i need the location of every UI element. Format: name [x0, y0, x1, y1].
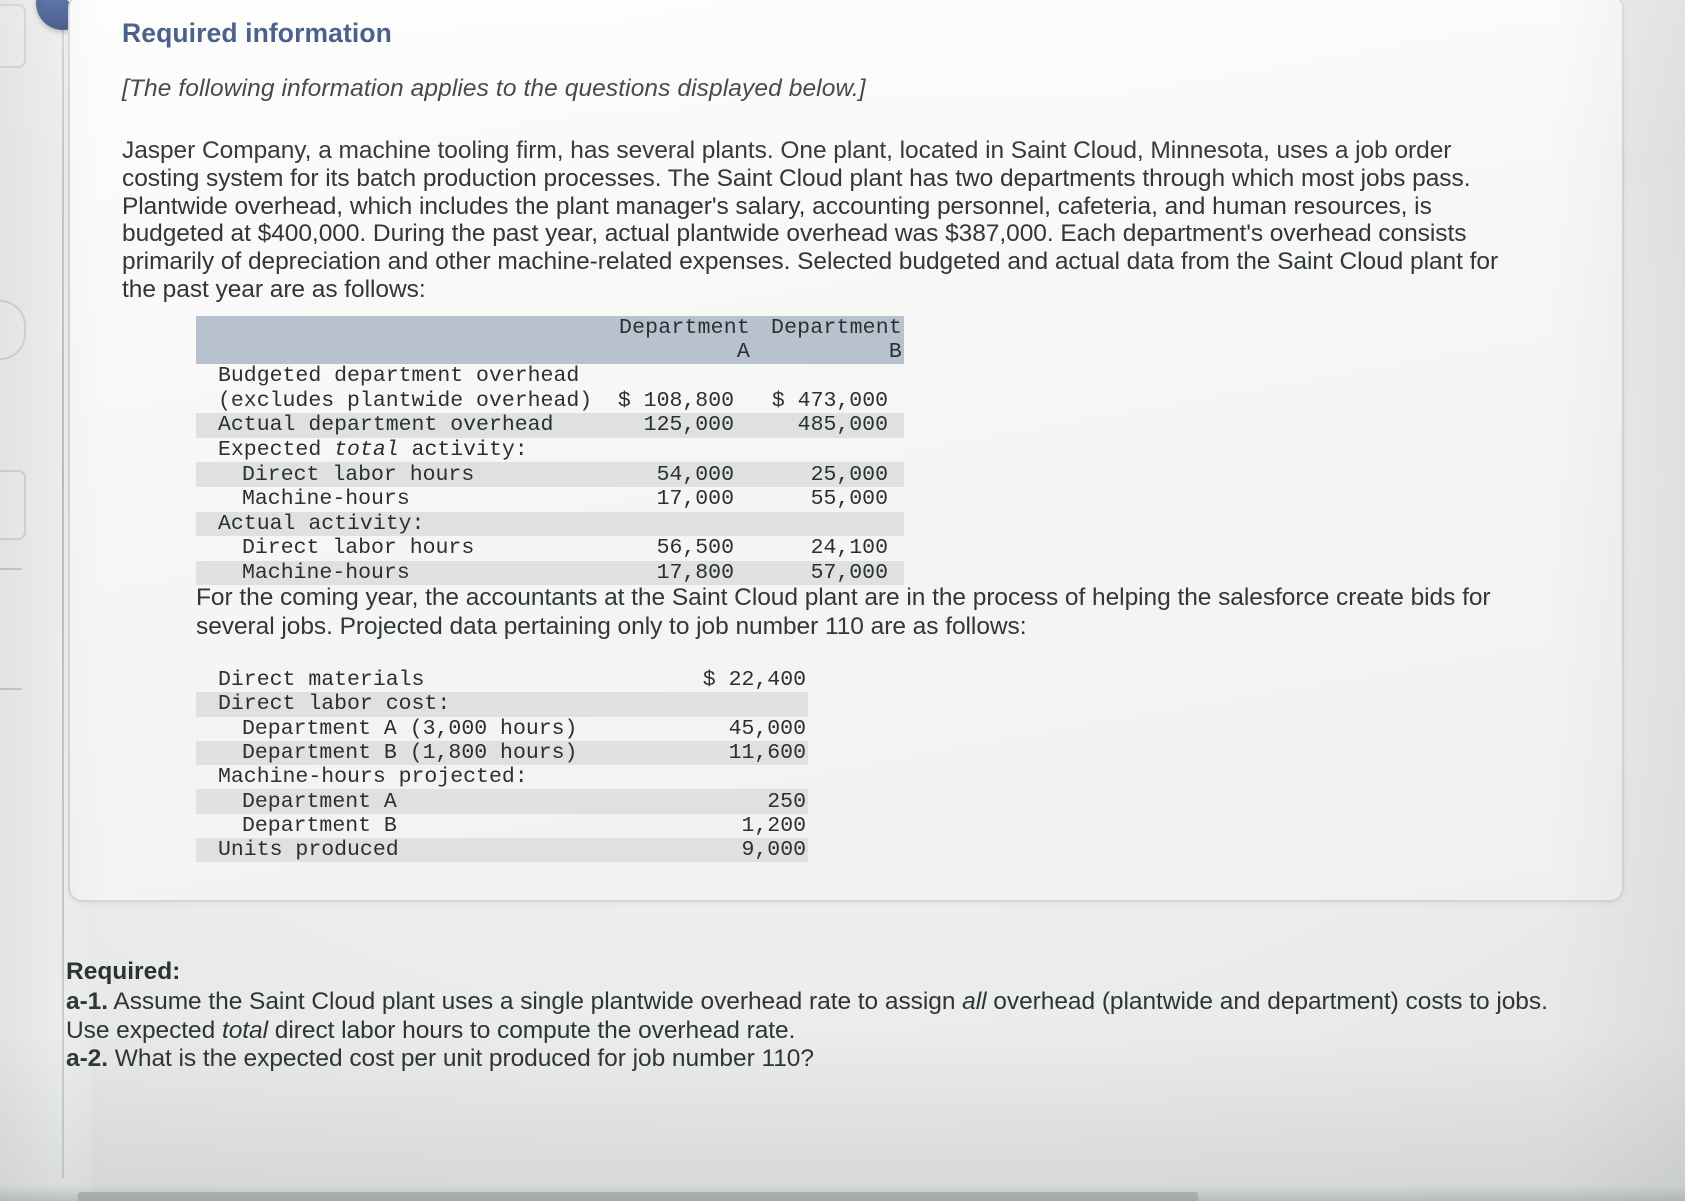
table-body: Direct materials $ 22,400 Direct labor cos… — [196, 668, 808, 863]
cell-value — [652, 692, 808, 717]
column-header-department-b: Department B — [752, 316, 904, 364]
chrome-tick-2 — [0, 688, 22, 690]
cell-value: 250 — [652, 789, 808, 814]
row-label: Machine-hours projected: — [218, 765, 528, 790]
cell-department-b: 485,000 — [752, 413, 904, 438]
cell-department-a: 17,800 — [594, 560, 752, 586]
cell-department-b — [752, 364, 904, 389]
table-row: Department B (1,800 hours) 11,600 — [196, 740, 808, 766]
second-paragraph: For the coming year, the accountants at … — [196, 584, 1491, 640]
row-label: Actual department overhead — [196, 413, 594, 438]
table-row: Machine-hours 17,800 57,000 — [196, 560, 904, 586]
row-label: Budgeted department overhead — [218, 364, 580, 389]
question-a2-tag: a-2. — [66, 1045, 109, 1073]
cell-value: 1,200 — [741, 813, 806, 838]
row-label: Department A (3,000 hours) — [242, 716, 578, 741]
question-a1-emphasis-all: all — [962, 988, 987, 1015]
table-row: Department A 250 — [196, 789, 808, 814]
question-a1: a-1. Assume the Saint Cloud plant uses a… — [66, 988, 1586, 1045]
cell-department-a — [594, 511, 752, 537]
table-row: Actual activity: — [196, 511, 904, 537]
row-label: Direct materials — [218, 668, 425, 693]
table-body: Budgeted department overhead (excludes pl… — [196, 364, 904, 586]
cell-value: $ 22,400 — [702, 668, 806, 693]
cell-department-b — [752, 511, 904, 537]
table-row: Units produced 9,000 — [196, 838, 808, 863]
table-row: Direct materials $ 22,400 — [196, 668, 808, 692]
cell-department-b: 25,000 — [752, 462, 904, 487]
cell-department-b: $ 473,000 — [771, 388, 888, 413]
question-a2-text: What is the expected cost per unit produ… — [108, 1045, 814, 1073]
row-label: Machine-hours — [242, 487, 410, 512]
table-row: Expected total activity: — [196, 438, 904, 463]
chrome-tick-1 — [0, 568, 22, 570]
cell-department-a: 125,000 — [594, 413, 752, 438]
column-header-department-a: Department A — [594, 316, 752, 364]
cell-department-a — [594, 438, 752, 463]
row-label: (excludes plantwide overhead) — [218, 388, 593, 413]
required-label: Required: — [66, 958, 181, 985]
cell-department-a: 17,000 — [656, 487, 734, 512]
required-question-block: Required: a-1. Assume the Saint Cloud pl… — [66, 958, 1586, 1074]
cell-department-b: 55,000 — [810, 487, 888, 512]
table-row: (excludes plantwide overhead) $ 108,800 $ … — [196, 389, 904, 414]
row-label: Actual activity: — [196, 511, 594, 537]
emphasis-total: total — [334, 438, 399, 463]
cell-department-a: 56,500 — [656, 536, 734, 561]
table-row: Actual department overhead 125,000 485,000 — [196, 413, 904, 438]
cell-value: 11,600 — [652, 740, 808, 766]
cell-department-b: 57,000 — [752, 560, 904, 586]
department-data-table: Department A Department B Budgeted depar… — [196, 316, 904, 586]
cell-department-a: $ 108,800 — [617, 388, 734, 413]
page-title: Required information — [122, 18, 392, 48]
question-a2: a-2. What is the expected cost per unit … — [66, 1045, 1586, 1074]
cell-department-b — [752, 438, 904, 463]
table-head: Department A Department B — [196, 316, 904, 364]
table-row: Direct labor cost: — [196, 692, 808, 717]
cell-department-a — [594, 364, 752, 389]
cell-value — [652, 765, 808, 789]
table-header-row: Department A Department B — [196, 316, 904, 364]
table-row: Machine-hours projected: — [196, 765, 808, 789]
row-label: Direct labor cost: — [196, 692, 652, 717]
table-row: Department A (3,000 hours) 45,000 — [196, 717, 808, 741]
question-a1-tag: a-1. — [66, 988, 109, 1015]
row-label: Expected total activity: — [218, 438, 528, 463]
table-row: Direct labor hours 56,500 24,100 — [196, 536, 904, 561]
row-label: Units produced — [196, 838, 652, 863]
job-110-data-table: Direct materials $ 22,400 Direct labor cos… — [196, 668, 808, 863]
table-row: Department B 1,200 — [196, 814, 808, 838]
cell-value: 45,000 — [728, 716, 806, 741]
row-label: Department B (1,800 hours) — [196, 740, 652, 766]
chrome-divider — [62, 8, 64, 1178]
intro-paragraph: Jasper Company, a machine tooling firm, … — [122, 137, 1499, 303]
column-header-blank — [196, 316, 594, 364]
question-a1-text-1: Assume the Saint Cloud plant uses a sing… — [108, 988, 963, 1015]
row-label: Department A — [196, 789, 652, 814]
chrome-ghost-tab-1 — [0, 4, 26, 68]
cell-department-b: 24,100 — [810, 536, 888, 561]
bottom-progress-bar — [78, 1192, 1198, 1201]
cell-department-a: 54,000 — [594, 462, 752, 487]
applies-note: [The following information applies to th… — [122, 75, 866, 102]
row-label: Direct labor hours — [196, 462, 594, 487]
question-a1-text-2: overhead (plantwide and department) cost… — [66, 988, 1548, 1044]
row-label: Machine-hours — [196, 560, 594, 586]
row-label: Department B — [242, 813, 397, 838]
table-row: Machine-hours 17,000 55,000 — [196, 487, 904, 512]
question-a1-emphasis-total: total — [221, 1016, 269, 1044]
table-row: Budgeted department overhead — [196, 364, 904, 389]
cell-value: 9,000 — [652, 838, 808, 863]
table-row: Direct labor hours 54,000 25,000 — [196, 462, 904, 487]
required-information-card: Required information [The following info… — [68, 0, 1624, 902]
question-a1-text-3: direct labor hours to compute the overhe… — [268, 1016, 796, 1044]
chrome-ghost-tab-3 — [0, 470, 26, 540]
row-label: Direct labor hours — [242, 536, 475, 561]
